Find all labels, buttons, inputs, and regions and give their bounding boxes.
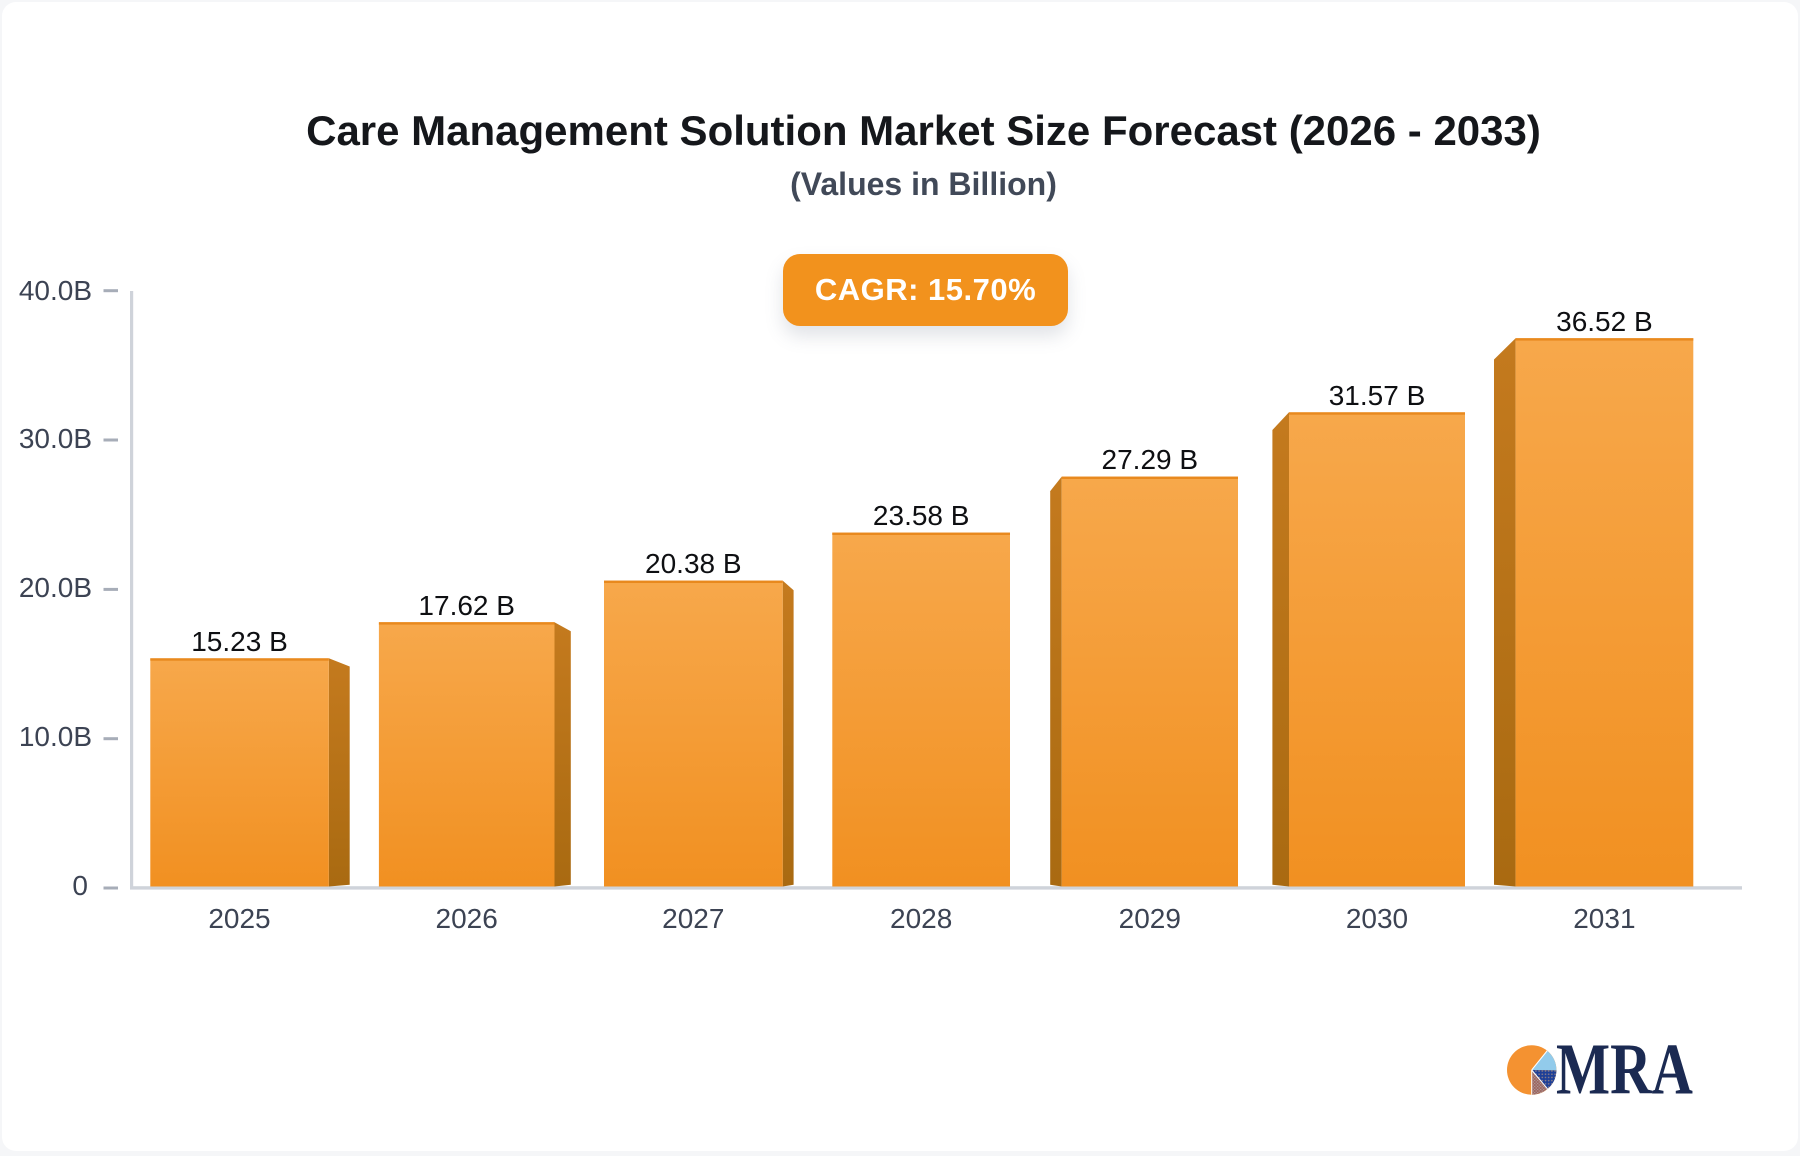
svg-text:MRA: MRA	[1556, 1042, 1693, 1100]
